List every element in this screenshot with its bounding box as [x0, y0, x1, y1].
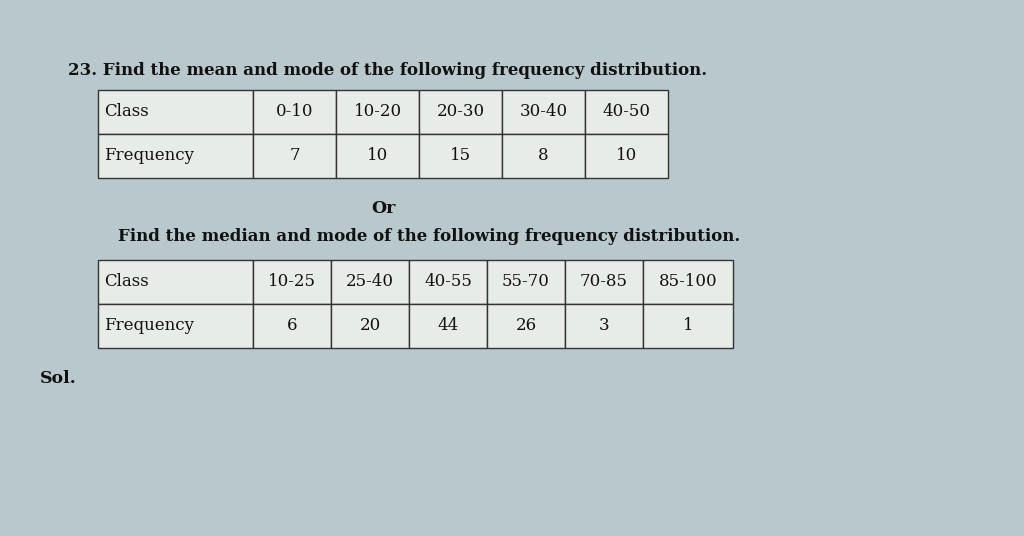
Bar — [98, 134, 253, 178]
Bar — [98, 304, 253, 348]
Text: 10: 10 — [615, 147, 637, 165]
Text: 26: 26 — [515, 317, 537, 334]
Bar — [487, 260, 565, 304]
Text: 6: 6 — [287, 317, 297, 334]
Text: Class: Class — [104, 273, 148, 291]
Text: 15: 15 — [450, 147, 471, 165]
Bar — [565, 260, 643, 304]
Bar — [502, 134, 585, 178]
Bar — [502, 90, 585, 134]
Text: 30-40: 30-40 — [519, 103, 567, 121]
Text: 8: 8 — [539, 147, 549, 165]
Text: 55-70: 55-70 — [502, 273, 550, 291]
Text: 44: 44 — [437, 317, 459, 334]
Text: 40-55: 40-55 — [424, 273, 472, 291]
Text: 20-30: 20-30 — [436, 103, 484, 121]
Bar — [253, 134, 336, 178]
Bar — [643, 260, 733, 304]
Bar — [253, 90, 336, 134]
Bar — [419, 90, 502, 134]
Bar — [253, 304, 331, 348]
Bar — [585, 134, 668, 178]
Bar — [643, 304, 733, 348]
Text: 0-10: 0-10 — [275, 103, 313, 121]
Text: 10: 10 — [367, 147, 388, 165]
Bar — [336, 134, 419, 178]
Text: Sol.: Sol. — [40, 370, 77, 387]
Text: 10-20: 10-20 — [353, 103, 401, 121]
Text: 1: 1 — [683, 317, 693, 334]
Text: Frequency: Frequency — [104, 317, 194, 334]
Text: 70-85: 70-85 — [580, 273, 628, 291]
Bar — [487, 304, 565, 348]
Bar — [98, 260, 253, 304]
Bar — [419, 134, 502, 178]
Text: Find the median and mode of the following frequency distribution.: Find the median and mode of the followin… — [118, 228, 740, 245]
Text: Class: Class — [104, 103, 148, 121]
Bar — [336, 90, 419, 134]
Text: Frequency: Frequency — [104, 147, 194, 165]
Text: Or: Or — [371, 200, 395, 217]
Text: 25-40: 25-40 — [346, 273, 394, 291]
Text: 23. Find the mean and mode of the following frequency distribution.: 23. Find the mean and mode of the follow… — [68, 62, 708, 79]
Text: 3: 3 — [599, 317, 609, 334]
Text: 40-50: 40-50 — [602, 103, 650, 121]
Bar — [565, 304, 643, 348]
Text: 85-100: 85-100 — [658, 273, 718, 291]
Bar — [331, 260, 409, 304]
Bar — [98, 90, 253, 134]
Bar — [253, 260, 331, 304]
Bar — [585, 90, 668, 134]
Bar — [409, 304, 487, 348]
Bar — [331, 304, 409, 348]
Text: 10-25: 10-25 — [268, 273, 316, 291]
Bar — [409, 260, 487, 304]
Text: 20: 20 — [359, 317, 381, 334]
Text: 7: 7 — [289, 147, 300, 165]
